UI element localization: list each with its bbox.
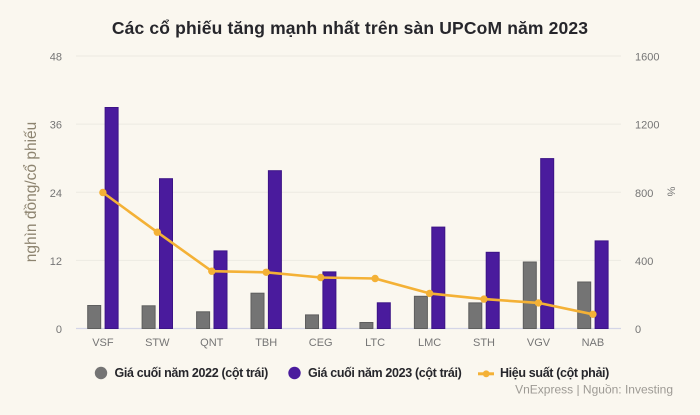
svg-text:TBH: TBH: [255, 337, 277, 349]
svg-text:CEG: CEG: [309, 337, 333, 349]
svg-text:NAB: NAB: [582, 337, 605, 349]
svg-text:36: 36: [50, 120, 62, 132]
svg-text:0: 0: [635, 324, 641, 336]
svg-text:nghìn đồng/cổ phiếu: nghìn đồng/cổ phiếu: [23, 122, 40, 262]
svg-text:Giá cuối năm 2022 (cột trái): Giá cuối năm 2022 (cột trái): [115, 366, 269, 380]
svg-text:STW: STW: [145, 337, 170, 349]
svg-text:12: 12: [50, 256, 62, 268]
svg-text:800: 800: [635, 188, 653, 200]
svg-text:%: %: [665, 187, 677, 197]
svg-text:1200: 1200: [635, 120, 659, 132]
svg-text:400: 400: [635, 256, 653, 268]
svg-text:1600: 1600: [635, 52, 659, 64]
svg-text:LTC: LTC: [365, 337, 385, 349]
svg-text:QNT: QNT: [200, 337, 224, 349]
svg-text:STH: STH: [473, 337, 495, 349]
svg-text:Các cổ phiếu tăng mạnh nhất tr: Các cổ phiếu tăng mạnh nhất trên sàn UPC…: [112, 18, 588, 38]
svg-text:VGV: VGV: [527, 337, 551, 349]
svg-text:24: 24: [50, 188, 62, 200]
svg-text:0: 0: [56, 324, 62, 336]
svg-text:Hiệu suất (cột phải): Hiệu suất (cột phải): [500, 366, 609, 380]
svg-text:48: 48: [50, 52, 62, 64]
svg-text:Giá cuối năm 2023 (cột trái): Giá cuối năm 2023 (cột trái): [308, 366, 462, 380]
svg-text:VnExpress | Nguồn: Investing: VnExpress | Nguồn: Investing: [515, 383, 673, 397]
svg-text:VSF: VSF: [92, 337, 114, 349]
svg-text:LMC: LMC: [418, 337, 441, 349]
